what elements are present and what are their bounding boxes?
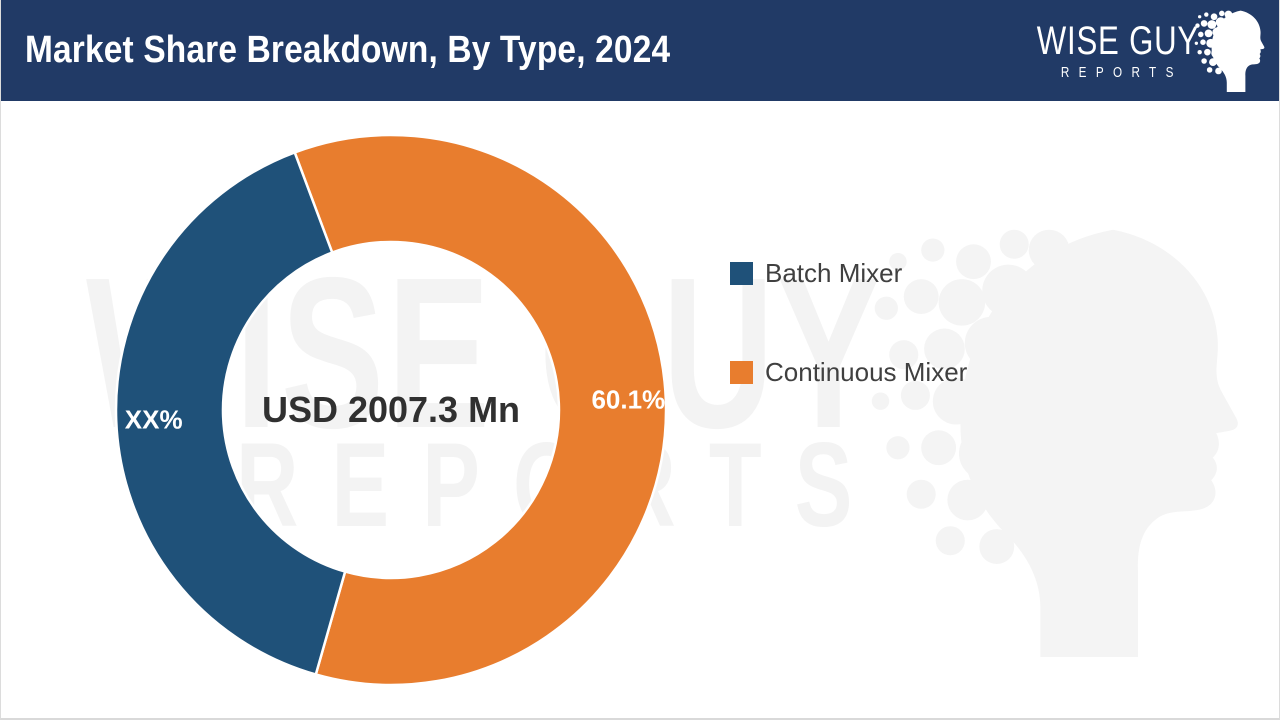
donut-slices [114,133,668,687]
slice-label-continuous-mixer: 60.1% [591,384,666,415]
legend-swatch [730,262,753,285]
wise-guy-logo: WISE GUY REPORTS [991,9,1265,92]
logo-wordmark: WISE GUY [1036,19,1199,63]
center-value-label: USD 2007.3 Mn [261,389,521,430]
logo-head-icon [1194,10,1265,92]
header-bar: Market Share Breakdown, By Type, 2024 WI… [1,0,1279,101]
donut-slice-continuous-mixer [293,133,668,687]
legend-swatch [730,361,753,384]
chart-area: WISE GUY REPORTS 60.1%XX% USD 2007.3 Mn … [1,101,1279,718]
donut-chart: 60.1% XX% USD 2007.3 Mn [114,133,668,687]
legend-label: Continuous Mixer [765,357,968,387]
donut-slice-batch-mixer [114,150,347,677]
legend-item-continuous-mixer: Continuous Mixer [730,357,967,388]
legend: Batch Mixer Continuous Mixer [730,258,967,388]
logo-text: WISE GUY REPORTS [1037,21,1199,80]
legend-item-batch-mixer: Batch Mixer [730,258,967,289]
logo-subtitle: REPORTS [1060,64,1183,81]
slice-label-batch-mixer: XX% [124,404,183,435]
page-title: Market Share Breakdown, By Type, 2024 [25,29,671,71]
legend-label: Batch Mixer [765,258,903,288]
